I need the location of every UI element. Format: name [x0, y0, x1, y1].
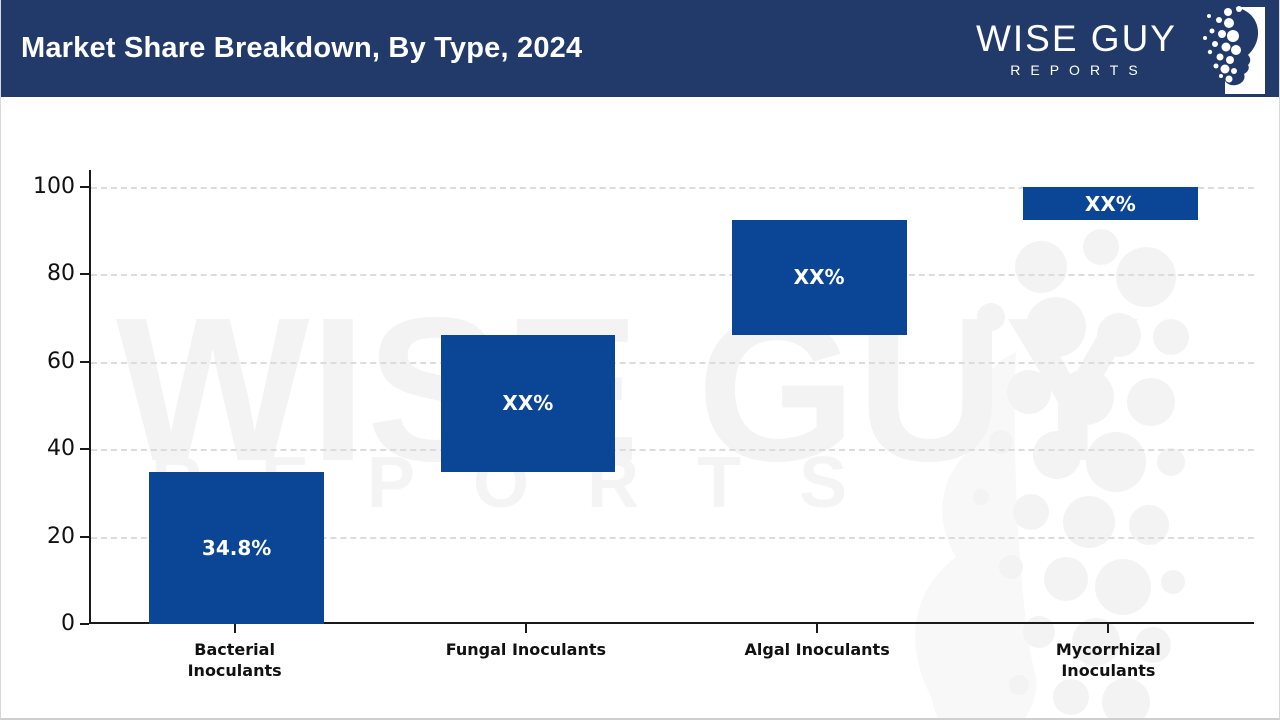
brand-logo: WISE GUY REPORTS [976, 4, 1265, 94]
logo-face-icon [1203, 5, 1265, 94]
bar-value-label: 34.8% [201, 535, 272, 560]
gridline [91, 449, 1254, 452]
gridline [91, 187, 1254, 189]
watermark: WISE GUY REPORTS [1, 97, 1279, 718]
x-axis-tick [816, 624, 819, 633]
bar-segment: 34.8% [149, 471, 324, 624]
x-axis-category-label: Algal Inoculants [744, 640, 890, 659]
x-axis-category-label: Mycorrhizal Inoculants [1055, 640, 1161, 680]
bar-value-label: XX% [1084, 191, 1136, 216]
bar-value-label: XX% [793, 265, 845, 290]
brand-logo-text: WISE GUY REPORTS [976, 20, 1177, 77]
bar-segment: XX% [1023, 187, 1198, 221]
gridline [91, 536, 1254, 539]
plot-area: 34.8% XX% XX% XX% [89, 170, 1254, 624]
gridline [91, 361, 1254, 364]
y-axis-tick-label: 100 [33, 174, 75, 199]
x-axis-category-label: Bacterial Inoculants [187, 640, 282, 680]
bar-segment: XX% [731, 220, 907, 335]
y-axis-tick-label: 20 [47, 523, 75, 549]
y-axis-tick-label: 0 [61, 611, 75, 636]
watermark-face-icon [915, 229, 1189, 718]
y-axis-tick-label: 60 [47, 348, 75, 374]
y-axis-tick [80, 186, 89, 188]
x-axis-tick [233, 624, 236, 633]
bar-value-label: XX% [502, 391, 554, 416]
y-axis-tick [80, 273, 89, 276]
y-axis-tick [80, 623, 89, 625]
page-title: Market Share Breakdown, By Type, 2024 [21, 32, 583, 64]
brand-tagline: REPORTS [1010, 62, 1148, 78]
gridline [91, 274, 1254, 277]
bar-segment: XX% [440, 334, 616, 472]
y-axis-tick-label: 80 [47, 261, 75, 287]
brand-name: WISE GUY [975, 18, 1177, 59]
y-axis-tick [80, 448, 89, 451]
y-axis-tick-label: 40 [47, 436, 75, 462]
x-axis-category-label: Fungal Inoculants [445, 640, 607, 659]
y-axis-tick [80, 535, 89, 538]
x-axis-tick [524, 624, 527, 633]
header-bar: Market Share Breakdown, By Type, 2024 WI… [1, 0, 1279, 97]
y-axis-tick [80, 360, 89, 363]
x-axis-tick [1107, 624, 1110, 633]
